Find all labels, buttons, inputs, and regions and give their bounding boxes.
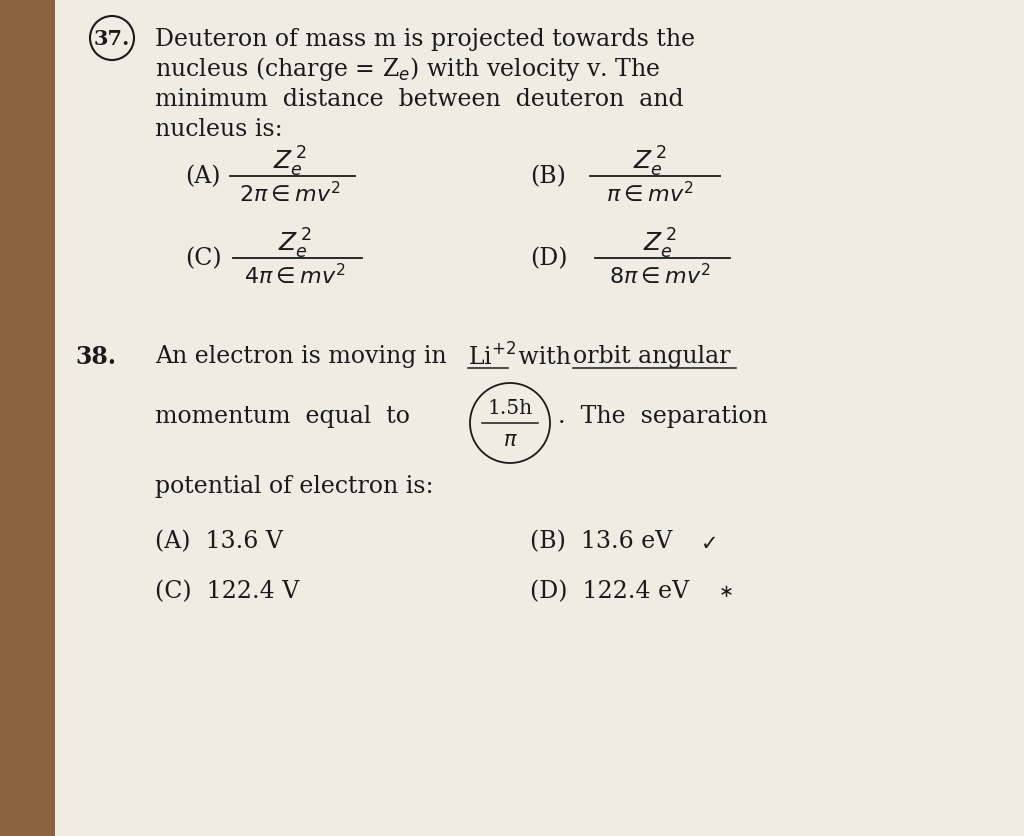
Text: potential of electron is:: potential of electron is: [155, 475, 433, 498]
Text: (C)  122.4 V: (C) 122.4 V [155, 580, 299, 603]
Text: 38.: 38. [75, 344, 116, 369]
Text: $Z_e^{\,2}$: $Z_e^{\,2}$ [633, 145, 667, 179]
Text: (D)  122.4 eV: (D) 122.4 eV [530, 580, 689, 603]
Text: minimum  distance  between  deuteron  and: minimum distance between deuteron and [155, 88, 684, 110]
Text: (C): (C) [185, 247, 221, 270]
Text: .  The  separation: . The separation [558, 405, 768, 428]
Text: An electron is moving in: An electron is moving in [155, 345, 454, 368]
Text: $\checkmark$: $\checkmark$ [700, 532, 716, 551]
Text: Deuteron of mass m is projected towards the: Deuteron of mass m is projected towards … [155, 28, 695, 50]
Text: (A)  13.6 V: (A) 13.6 V [155, 530, 283, 553]
Text: nucleus (charge = Z$_e$) with velocity v. The: nucleus (charge = Z$_e$) with velocity v… [155, 55, 660, 83]
Text: $2\pi \in mv^2$: $2\pi \in mv^2$ [240, 182, 341, 207]
Bar [0, 0, 65, 836]
Text: (D): (D) [530, 247, 567, 270]
Text: $\ast$: $\ast$ [718, 583, 733, 600]
Text: $Z_e^{\,2}$: $Z_e^{\,2}$ [643, 227, 677, 261]
Text: momentum  equal  to: momentum equal to [155, 405, 410, 428]
Text: $\pi \in mv^2$: $\pi \in mv^2$ [606, 182, 693, 207]
Text: (B)  13.6 eV: (B) 13.6 eV [530, 530, 672, 553]
Text: 37.: 37. [94, 29, 130, 49]
Text: Li$^{+2}$: Li$^{+2}$ [468, 343, 516, 370]
Text: $\pi$: $\pi$ [503, 431, 517, 450]
Text: $Z_e^{\,2}$: $Z_e^{\,2}$ [273, 145, 307, 179]
Text: orbit angular: orbit angular [573, 345, 730, 368]
Text: nucleus is:: nucleus is: [155, 117, 283, 140]
Text: $8\pi \in mv^2$: $8\pi \in mv^2$ [609, 264, 711, 289]
Text: (B): (B) [530, 166, 566, 188]
Text: $Z_e^{\,2}$: $Z_e^{\,2}$ [279, 227, 311, 261]
Text: 1.5h: 1.5h [487, 399, 532, 418]
Text: (A): (A) [185, 166, 220, 188]
Text: $4\pi \in mv^2$: $4\pi \in mv^2$ [244, 264, 346, 289]
Text: with: with [511, 345, 579, 368]
